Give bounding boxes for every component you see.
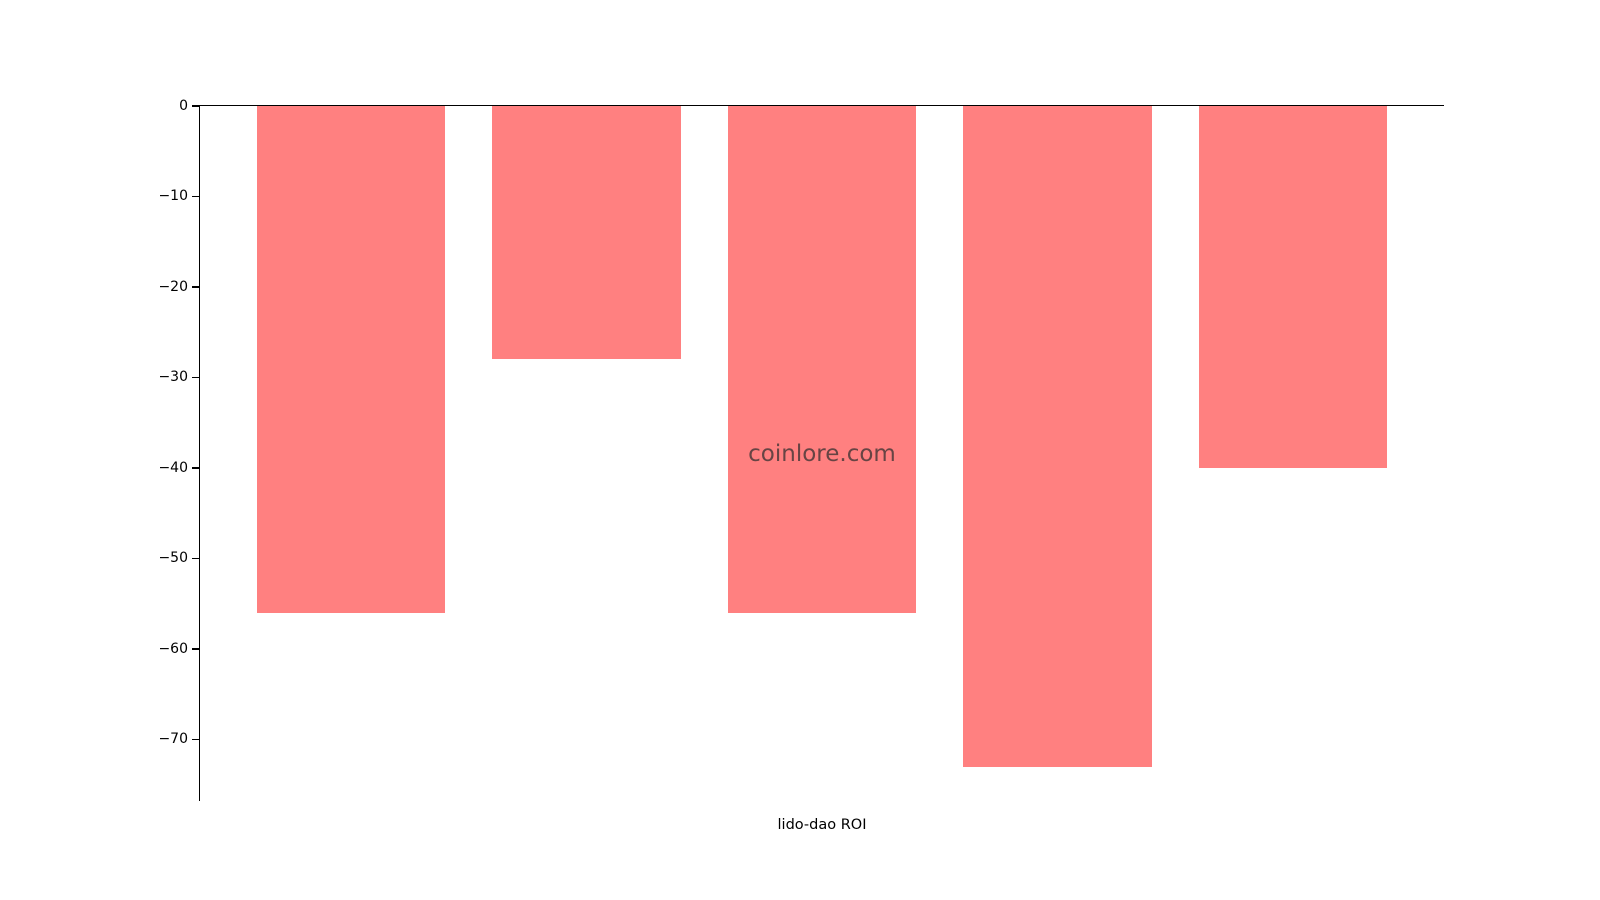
y-tick-label: −50 [158, 550, 188, 567]
y-tick-label: −30 [158, 369, 188, 386]
y-axis-spine [199, 105, 201, 801]
x-axis-label: lido-dao ROI [777, 817, 867, 833]
y-tick-mark [192, 648, 199, 650]
bar [256, 106, 446, 613]
y-tick-label: −20 [158, 278, 188, 295]
y-tick-mark [192, 557, 199, 560]
y-tick-label: −10 [158, 188, 188, 205]
zero-baseline [200, 105, 1444, 107]
y-tick-mark [192, 286, 199, 288]
y-tick-mark [192, 105, 199, 107]
y-tick-mark [192, 467, 199, 469]
plot-area: coinlore.com 0 −10 −20 −30 −40 −50 −60 −70 [158, 99, 1444, 801]
y-tick-label: 0 [179, 98, 188, 114]
bar [963, 106, 1152, 767]
y-tick-mark [192, 376, 199, 379]
y-tick-label: −60 [158, 640, 188, 657]
bar [727, 106, 917, 613]
bar [492, 106, 681, 360]
y-tick-label: −40 [158, 459, 188, 476]
watermark: coinlore.com [748, 440, 896, 467]
bar [1198, 106, 1388, 468]
y-tick-label: −70 [158, 731, 188, 748]
y-tick-mark [192, 738, 199, 741]
y-tick-mark [192, 195, 199, 198]
